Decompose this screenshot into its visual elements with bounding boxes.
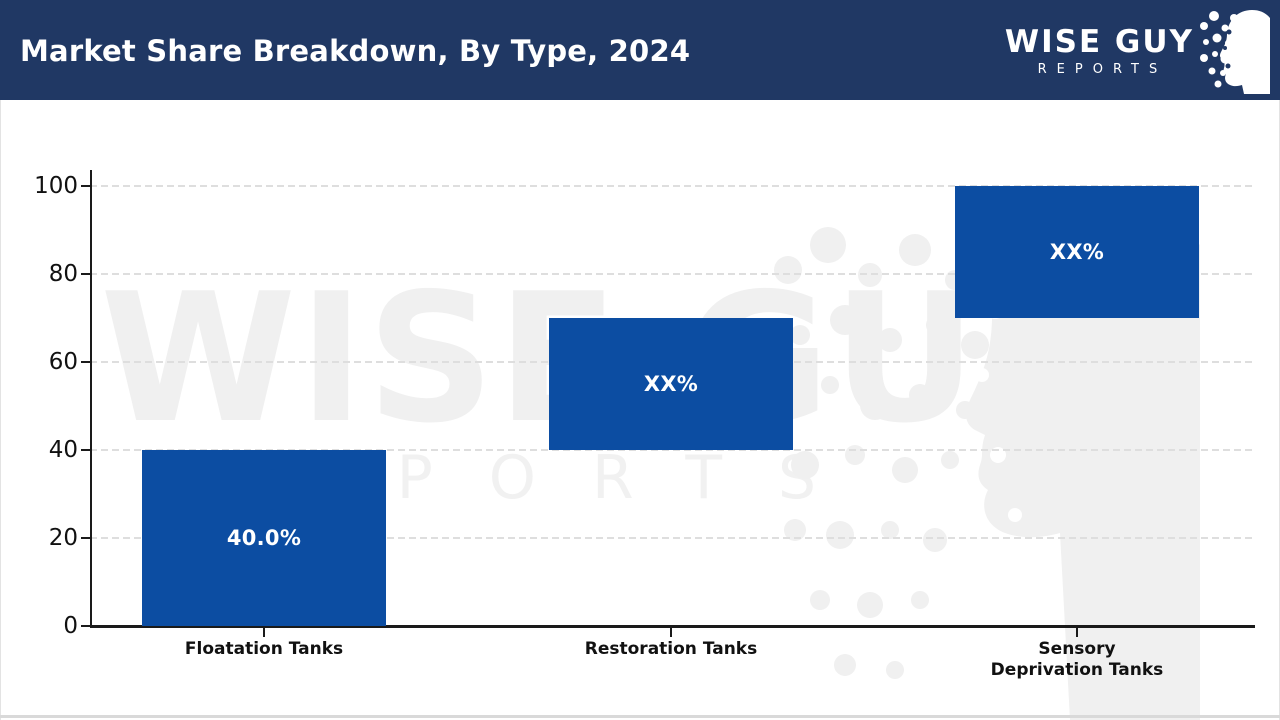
x-category-label-line: Restoration Tanks [584,639,758,659]
header-bar: Market Share Breakdown, By Type, 2024 WI… [0,0,1280,100]
gridline [90,273,1255,275]
y-tick-mark [81,361,90,363]
y-tick-mark [81,625,90,627]
logo-text: WISE GUY REPORTS [1005,24,1194,77]
y-tick-label: 20 [48,525,78,551]
x-category-label-line: Floatation Tanks [184,639,344,659]
x-category-label-line: Deprivation Tanks [990,660,1164,680]
y-tick-label: 80 [48,261,78,287]
x-category-label: Restoration Tanks [511,639,831,660]
logo-face-icon [1200,10,1270,94]
gridline [90,185,1255,187]
gridline [90,537,1255,539]
bar-value-label: XX% [643,372,699,396]
x-tick-mark [1076,628,1078,637]
y-axis-line [90,170,92,628]
y-tick-label: 100 [34,173,78,199]
y-tick-mark [81,273,90,275]
x-category-label: Sensory Deprivation Tanks [917,639,1237,681]
x-category-label: Floatation Tanks [104,639,424,660]
y-tick-mark [81,185,90,187]
y-tick-mark [81,449,90,451]
y-tick-mark [81,537,90,539]
left-edge-rule [0,100,1,720]
y-tick-label: 0 [63,613,78,639]
bottom-rule [0,715,1280,718]
logo-reports-text: REPORTS [1037,62,1168,77]
y-tick-label: 60 [48,349,78,375]
x-tick-mark [670,628,672,637]
bar-value-label: 40.0% [226,526,302,550]
bar: 40.0% [142,450,386,626]
x-axis-line [90,625,1255,628]
wise-guy-reports-logo: WISE GUY REPORTS [1005,6,1272,96]
gridline [90,449,1255,451]
bar: XX% [955,186,1199,318]
bar-value-label: XX% [1049,240,1105,264]
y-tick-label: 40 [48,437,78,463]
x-tick-mark [263,628,265,637]
x-category-label-line: Sensory [1038,639,1116,659]
bar: XX% [549,318,793,450]
chart-title: Market Share Breakdown, By Type, 2024 [20,34,691,68]
logo-wiseguy-text: WISE GUY [1004,24,1194,60]
